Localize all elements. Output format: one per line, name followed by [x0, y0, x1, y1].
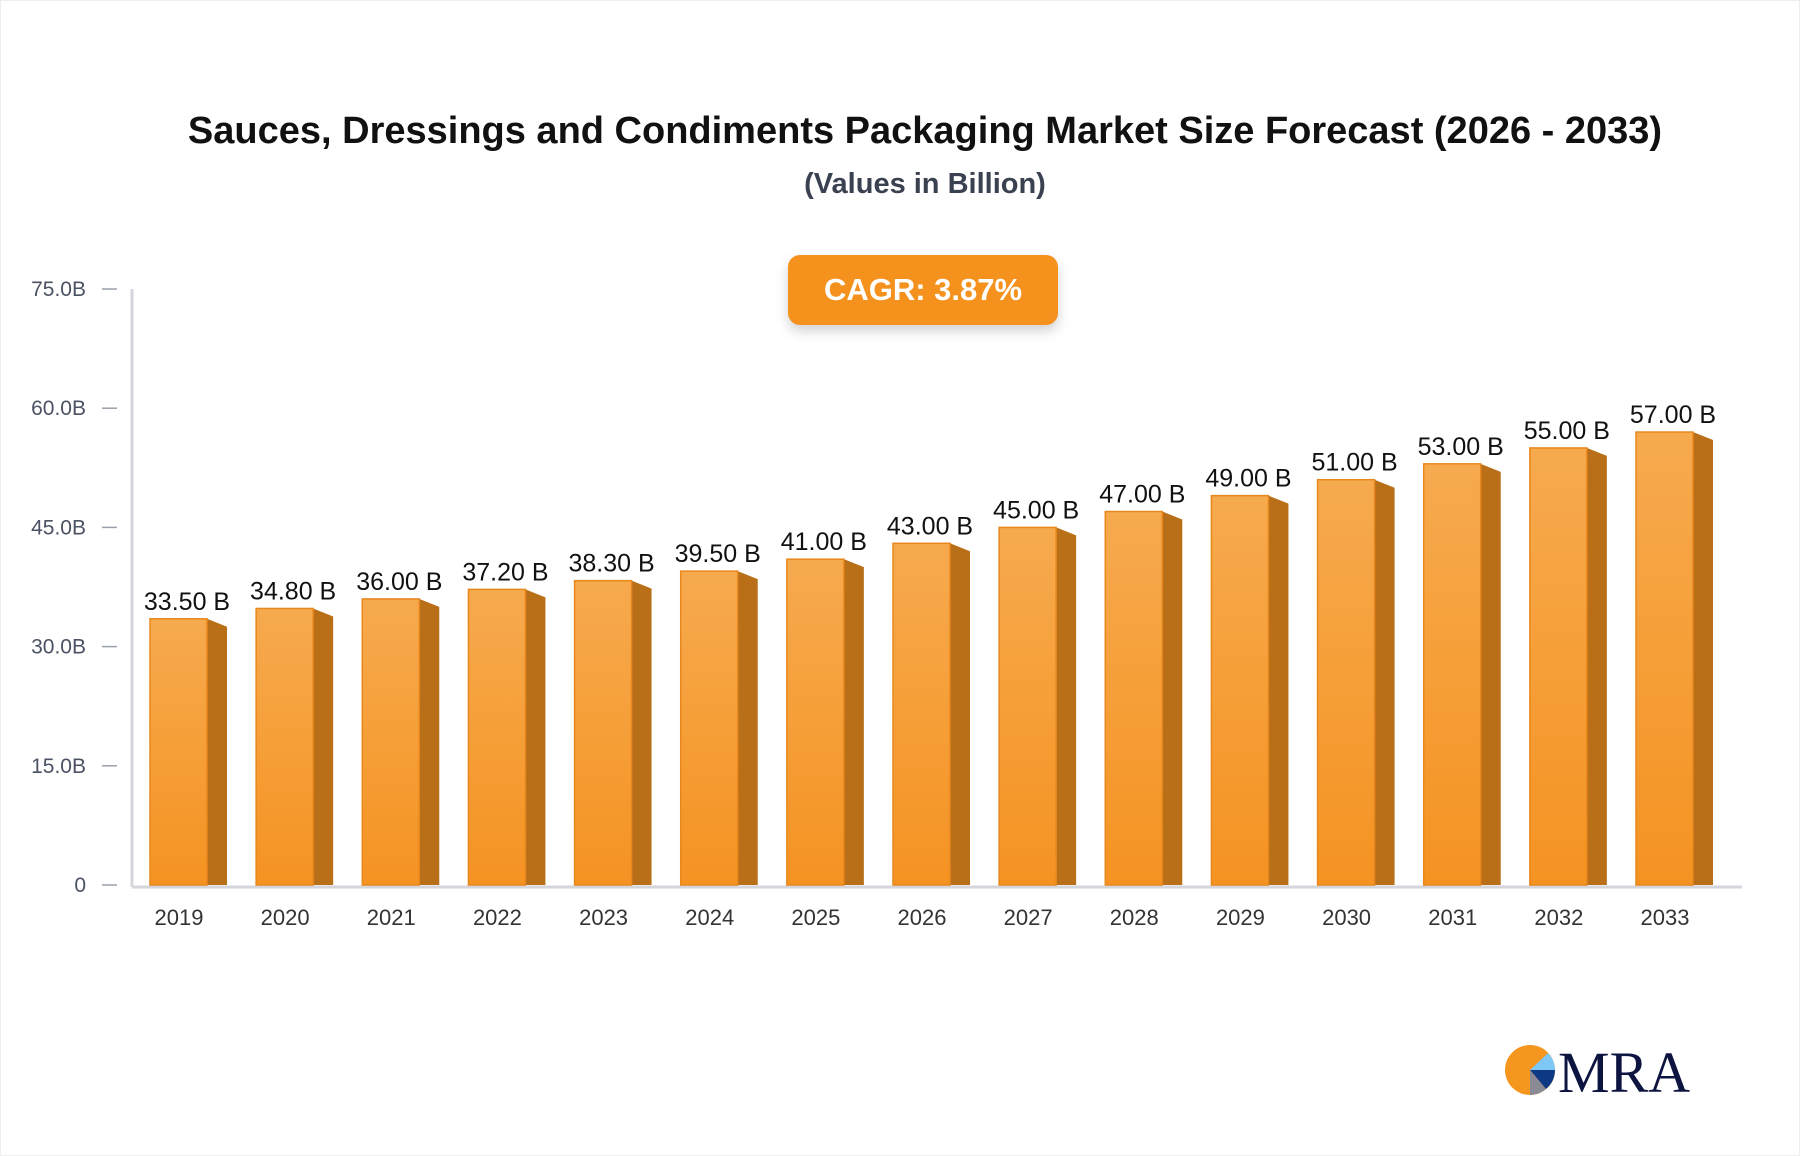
data-label: 43.00 B [887, 512, 973, 540]
bar-side [843, 559, 864, 885]
x-tick-label: 2025 [791, 905, 840, 930]
x-tick-label: 2033 [1641, 905, 1690, 930]
bar: 37.20 B 2022 [462, 558, 548, 930]
bar: 34.80 B 2020 [250, 577, 336, 930]
bar-front [361, 598, 421, 886]
data-label: 38.30 B [568, 550, 654, 578]
y-tick-label: 45.0B [31, 516, 86, 539]
bar: 55.00 B 2032 [1524, 417, 1610, 930]
bar-side [313, 608, 334, 885]
x-tick-label: 2021 [367, 905, 416, 930]
chart-title: Sauces, Dressings and Condiments Packagi… [187, 110, 1663, 152]
data-label: 45.00 B [993, 496, 1079, 524]
bar: 49.00 B 2029 [1205, 465, 1291, 930]
bar-side [1162, 511, 1183, 885]
data-label: 47.00 B [1099, 481, 1185, 509]
y-tick-label: 60.0B [31, 397, 86, 420]
bar-front [467, 588, 527, 886]
x-tick-label: 2020 [261, 905, 310, 930]
logo-text: MRA [1558, 1040, 1690, 1100]
bar-side [419, 598, 440, 885]
bar-front [1210, 494, 1270, 886]
bar-front [679, 570, 739, 886]
y-tick-label: 30.0B [31, 636, 86, 659]
bar: 57.00 B 2033 [1630, 401, 1716, 930]
bar-front [1635, 431, 1694, 886]
bar-front [1316, 478, 1376, 886]
data-label: 33.50 B [144, 588, 230, 616]
data-label: 49.00 B [1205, 465, 1291, 493]
data-label: 51.00 B [1311, 449, 1397, 477]
x-tick-label: 2019 [155, 905, 204, 930]
bar-side [525, 589, 546, 885]
x-tick-label: 2026 [898, 905, 947, 930]
x-tick-label: 2029 [1216, 905, 1265, 930]
bar-front [1529, 447, 1588, 886]
bar-side [1480, 463, 1501, 885]
bar: 39.50 B 2024 [675, 540, 761, 930]
bar-chart: 0 15.0B 30.0B 45.0B 60.0B 75.0B 33.50 B 2019 34… [31, 278, 1742, 930]
bar: 51.00 B 2030 [1311, 449, 1397, 930]
x-tick-label: 2024 [685, 905, 734, 930]
x-tick-label: 2032 [1534, 905, 1583, 930]
bar-front [573, 579, 633, 886]
x-tick-label: 2031 [1428, 905, 1477, 930]
data-label: 57.00 B [1630, 401, 1716, 429]
data-label: 34.80 B [250, 577, 336, 605]
x-tick-label: 2027 [1004, 905, 1053, 930]
bar: 41.00 B 2025 [781, 528, 867, 930]
bar-side [950, 543, 970, 885]
data-label: 37.20 B [462, 558, 548, 586]
bar-side [207, 618, 227, 885]
mra-logo: MRA [1505, 1040, 1690, 1100]
data-label: 53.00 B [1418, 433, 1504, 461]
x-tick-label: 2022 [473, 905, 522, 930]
x-tick-label: 2023 [579, 905, 628, 930]
bar-front [998, 526, 1057, 886]
bar: 53.00 B 2031 [1418, 433, 1504, 930]
bar: 33.50 B 2019 [144, 588, 230, 930]
bar-front [786, 558, 845, 886]
bar: 36.00 B 2021 [356, 568, 442, 930]
y-tick-label: 15.0B [31, 755, 86, 778]
x-tick-label: 2030 [1322, 905, 1371, 930]
bar: 43.00 B 2026 [887, 512, 973, 930]
bar-side [631, 580, 652, 885]
data-label: 36.00 B [356, 568, 442, 596]
bar-front [892, 542, 951, 886]
chart-subtitle: (Values in Billion) [804, 168, 1046, 200]
bar-side [737, 571, 758, 885]
bar-front [149, 618, 208, 886]
bar: 38.30 B 2023 [568, 550, 654, 930]
y-tick-label: 0 [74, 874, 86, 897]
bar-front [1104, 510, 1164, 886]
bar-side [1374, 479, 1395, 885]
data-label: 55.00 B [1524, 417, 1610, 445]
data-label: 39.50 B [675, 540, 761, 568]
x-tick-label: 2028 [1110, 905, 1159, 930]
data-label: 41.00 B [781, 528, 867, 556]
bar-front [255, 607, 314, 886]
bar: 47.00 B 2028 [1099, 481, 1185, 930]
bar-side [1693, 432, 1713, 885]
bar-side [1586, 447, 1607, 885]
bar: 45.00 B 2027 [993, 496, 1079, 930]
y-tick-label: 75.0B [31, 278, 86, 301]
bar-front [1422, 463, 1482, 886]
cagr-badge: CAGR: 3.87% [788, 255, 1058, 325]
bar-side [1268, 495, 1289, 885]
bar-side [1056, 527, 1077, 885]
